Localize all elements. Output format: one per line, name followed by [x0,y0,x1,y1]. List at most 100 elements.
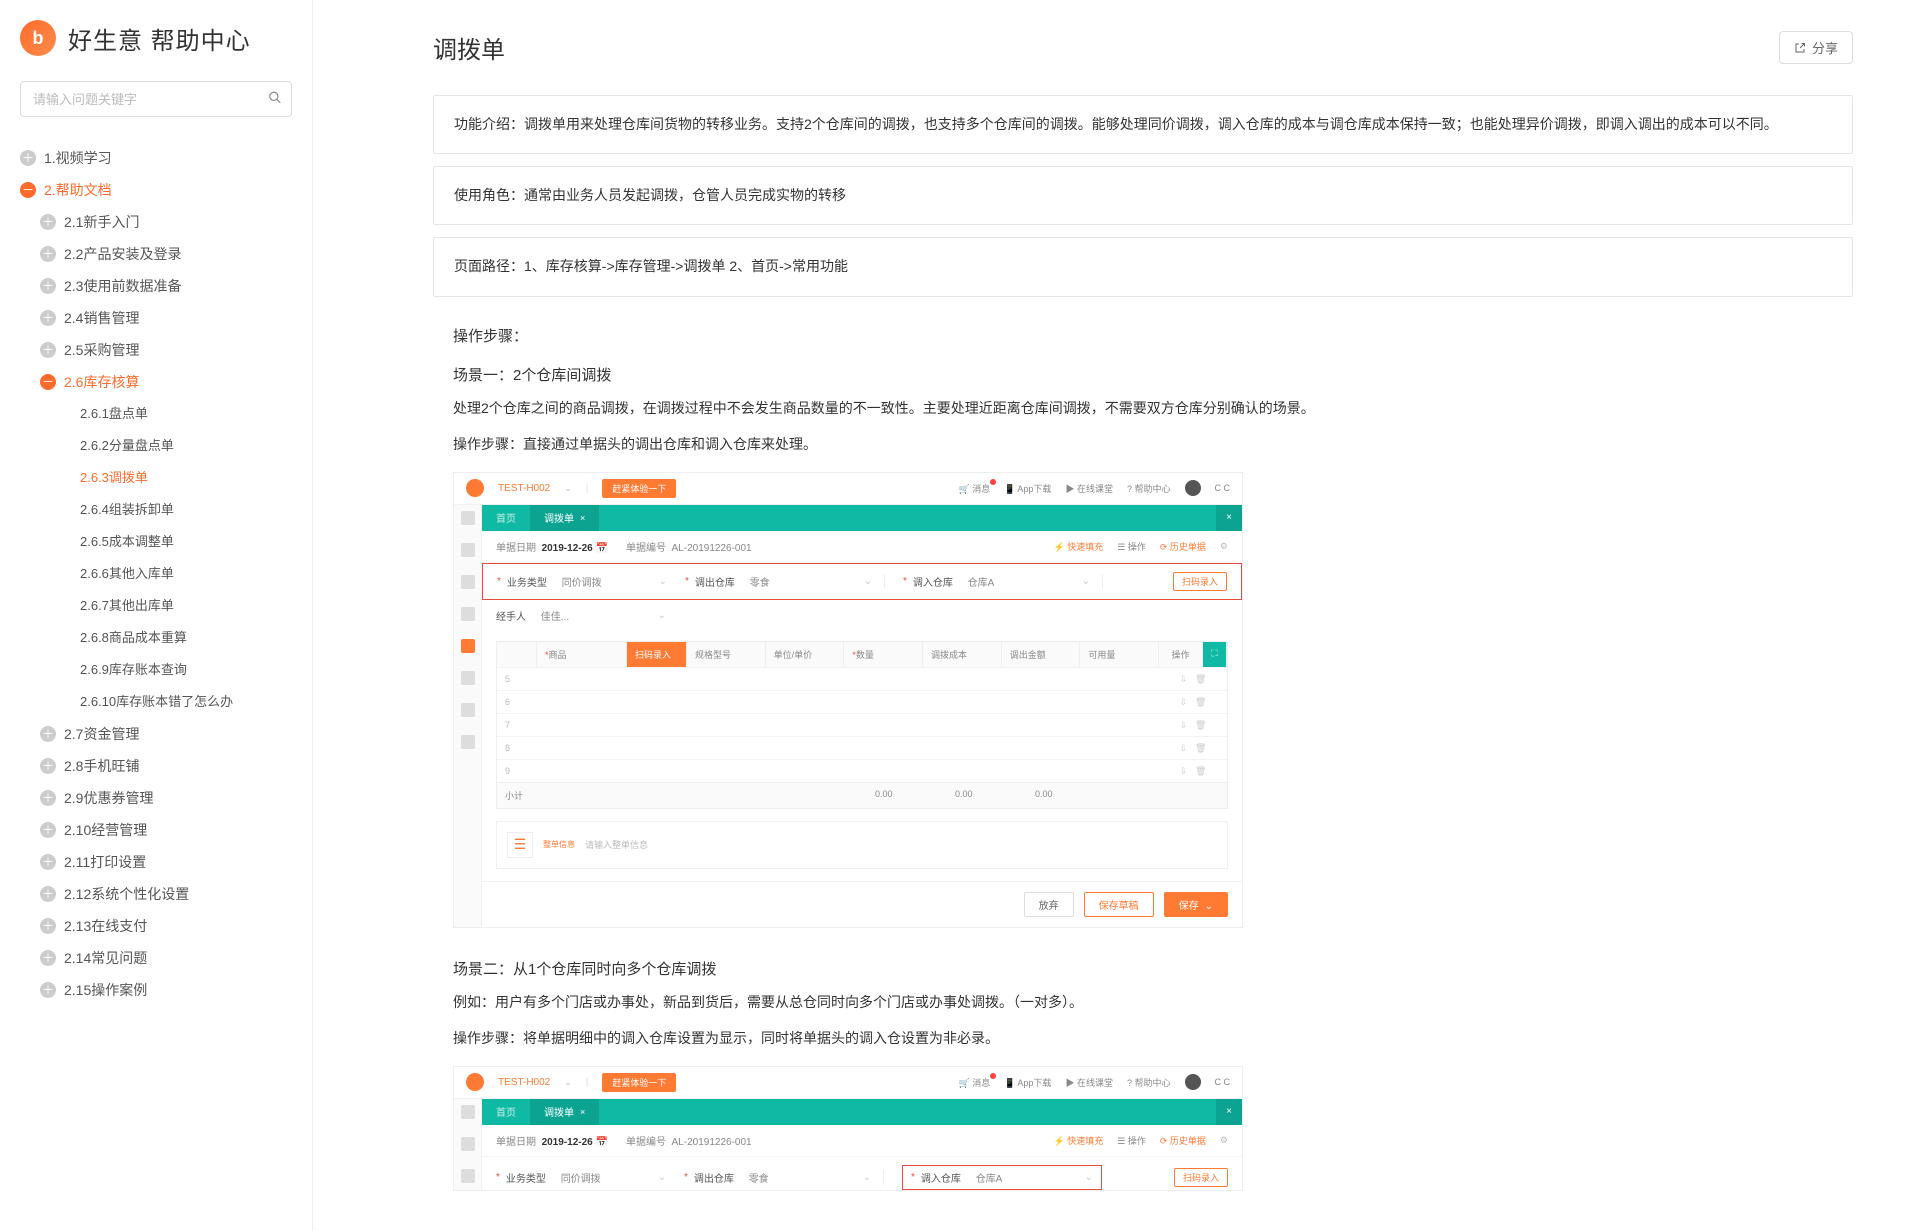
sidebar: b 好生意 帮助中心 ＋1.视频学习 －2.帮助文档 ＋2.1新手入门 ＋2.2… [0,0,313,1231]
rail-icon [461,703,475,717]
delete-icon: 🗑 [1195,674,1206,684]
scene2-p1: 例如：用户有多个门店或办事处，新品到货后，需要从总仓同时向多个门店或办事处调拨。… [453,989,1853,1016]
app-download: 📱 App下载 [1004,482,1051,495]
nav-docs[interactable]: －2.帮助文档 [20,174,312,206]
fig-tabbar: 首页 调拨单× × [482,1099,1242,1125]
intro-text: 调拨单用来处理仓库间货物的转移业务。支持2个仓库间的调拨，也支持多个仓库间的调拨… [524,116,1778,132]
minus-icon: － [40,374,56,390]
nav-2-1[interactable]: ＋2.1新手入门 [20,206,312,238]
chevron-down-icon: ⌄ [564,483,572,494]
nav-2-7[interactable]: ＋2.7资金管理 [20,718,312,750]
chevron-down-icon: ⌄ [564,1077,572,1088]
gear-icon: ⚙ [1220,541,1228,552]
rail-icon [461,543,475,557]
role-text: 通常由业务人员发起调拨，仓管人员完成实物的转移 [524,187,846,203]
nav-video[interactable]: ＋1.视频学习 [20,142,312,174]
nav-2-6[interactable]: －2.6库存核算 [20,366,312,398]
nav-2-6-1[interactable]: 2.6.1盘点单 [20,398,312,430]
path-text: 1、库存核算->库存管理->调拨单 2、首页->常用功能 [524,258,848,274]
username: C C [1215,483,1231,493]
plus-icon: ＋ [40,278,56,294]
download-icon: ⇩ [1180,674,1188,684]
screenshot-1: TEST-H002 ⌄ | 赶紧体验一下 🛒 消息 📱 App下载 ▶ 在线课堂… [453,472,1243,928]
nav-2-12[interactable]: ＋2.12系统个性化设置 [20,878,312,910]
draft-button: 保存草稿 [1084,892,1154,917]
username: C C [1215,1077,1231,1087]
page-title: 调拨单 [433,30,505,65]
path-box: 页面路径：1、库存核算->库存管理->调拨单 2、首页->常用功能 [433,237,1853,296]
scene2-title: 场景二：从1个仓库同时向多个仓库调拨 [453,958,1853,979]
plus-icon: ＋ [40,790,56,806]
close-all-icon: × [1216,1099,1242,1125]
logo: b 好生意 帮助中心 [20,20,312,56]
nav-2-8[interactable]: ＋2.8手机旺铺 [20,750,312,782]
plus-icon: ＋ [40,246,56,262]
plus-icon: ＋ [40,342,56,358]
nav-2-15[interactable]: ＋2.15操作案例 [20,974,312,1006]
nav-2-2[interactable]: ＋2.2产品安装及登录 [20,238,312,270]
fig-rail [454,505,482,927]
nav-2-11[interactable]: ＋2.11打印设置 [20,846,312,878]
help-center: ? 帮助中心 [1127,482,1171,495]
quickfill: ⚡ 快速填充 [1054,540,1104,553]
nav-2-6-3[interactable]: 2.6.3调拨单 [20,462,312,494]
scan-button: 扫码录入 [1174,1168,1228,1187]
save-button: 保存⌄ [1164,892,1228,917]
fig-tab-doc: 调拨单× [530,1099,599,1125]
minus-icon: － [20,182,36,198]
avatar-icon [1185,1074,1201,1090]
remark-icon: ☰ [507,832,533,858]
plus-icon: ＋ [40,854,56,870]
help-center: ? 帮助中心 [1127,1076,1171,1089]
nav-2-13[interactable]: ＋2.13在线支付 [20,910,312,942]
share-button[interactable]: 分享 [1779,31,1853,64]
search [20,81,312,117]
rail-icon [461,1169,475,1183]
scene1-title: 场景一：2个仓库间调拨 [453,364,1853,385]
nav-2-6-2[interactable]: 2.6.2分量盘点单 [20,430,312,462]
nav-2-6-9[interactable]: 2.6.9库存账本查询 [20,654,312,686]
rail-icon [461,1137,475,1151]
divider: | [586,483,589,494]
cart-icon: 🛒 消息 [958,1076,990,1089]
gear-icon: ⚙ [1220,1135,1228,1146]
histfill: ⟳ 历史单据 [1160,1134,1206,1147]
search-input[interactable] [20,81,292,117]
plus-icon: ＋ [40,726,56,742]
app-download: 📱 App下载 [1004,1076,1051,1089]
close-icon: × [580,1107,585,1117]
ops: ☰ 操作 [1117,540,1146,553]
logo-icon: b [20,20,56,56]
nav-2-6-8[interactable]: 2.6.8商品成本重算 [20,622,312,654]
nav-2-9[interactable]: ＋2.9优惠券管理 [20,782,312,814]
fig-tab-home: 首页 [482,505,530,531]
plus-icon: ＋ [40,214,56,230]
nav-2-6-4[interactable]: 2.6.4组装拆卸单 [20,494,312,526]
scene1-p2: 操作步骤：直接通过单据头的调出仓库和调入仓库来处理。 [453,431,1853,458]
close-all-icon: × [1216,505,1242,531]
plus-icon: ＋ [40,758,56,774]
nav-2-5[interactable]: ＋2.5采购管理 [20,334,312,366]
nav-2-14[interactable]: ＋2.14常见问题 [20,942,312,974]
nav-2-6-6[interactable]: 2.6.6其他入库单 [20,558,312,590]
fig-grid: *商品 扫码录入 规格型号 单位/单价 *数量 调拨成本 调出金额 可用量 操作… [496,641,1228,809]
discard-button: 放弃 [1024,892,1074,917]
online-class: ▶ 在线课堂 [1065,1076,1113,1089]
nav-2-6-7[interactable]: 2.6.7其他出库单 [20,590,312,622]
fullscreen-icon: ⛶ [1203,642,1227,667]
scene1-p1: 处理2个仓库之间的商品调拨，在调拨过程中不会发生商品数量的不一致性。主要处理近距… [453,395,1853,422]
intro-label: 功能介绍： [454,116,524,132]
nav-2-3[interactable]: ＋2.3使用前数据准备 [20,270,312,302]
role-label: 使用角色： [454,187,524,203]
nav-2-6-10[interactable]: 2.6.10库存账本错了怎么办 [20,686,312,718]
plus-icon: ＋ [40,982,56,998]
fig-tenant: TEST-H002 [498,483,550,494]
nav-2-4[interactable]: ＋2.4销售管理 [20,302,312,334]
nav-2-6-5[interactable]: 2.6.5成本调整单 [20,526,312,558]
fig-rail [454,1099,482,1190]
nav-2-10[interactable]: ＋2.10经营管理 [20,814,312,846]
rail-icon-active [461,639,475,653]
histfill: ⟳ 历史单据 [1160,540,1206,553]
nav-tree: ＋1.视频学习 －2.帮助文档 ＋2.1新手入门 ＋2.2产品安装及登录 ＋2.… [20,142,312,1006]
fig-tabbar: 首页 调拨单× × [482,505,1242,531]
